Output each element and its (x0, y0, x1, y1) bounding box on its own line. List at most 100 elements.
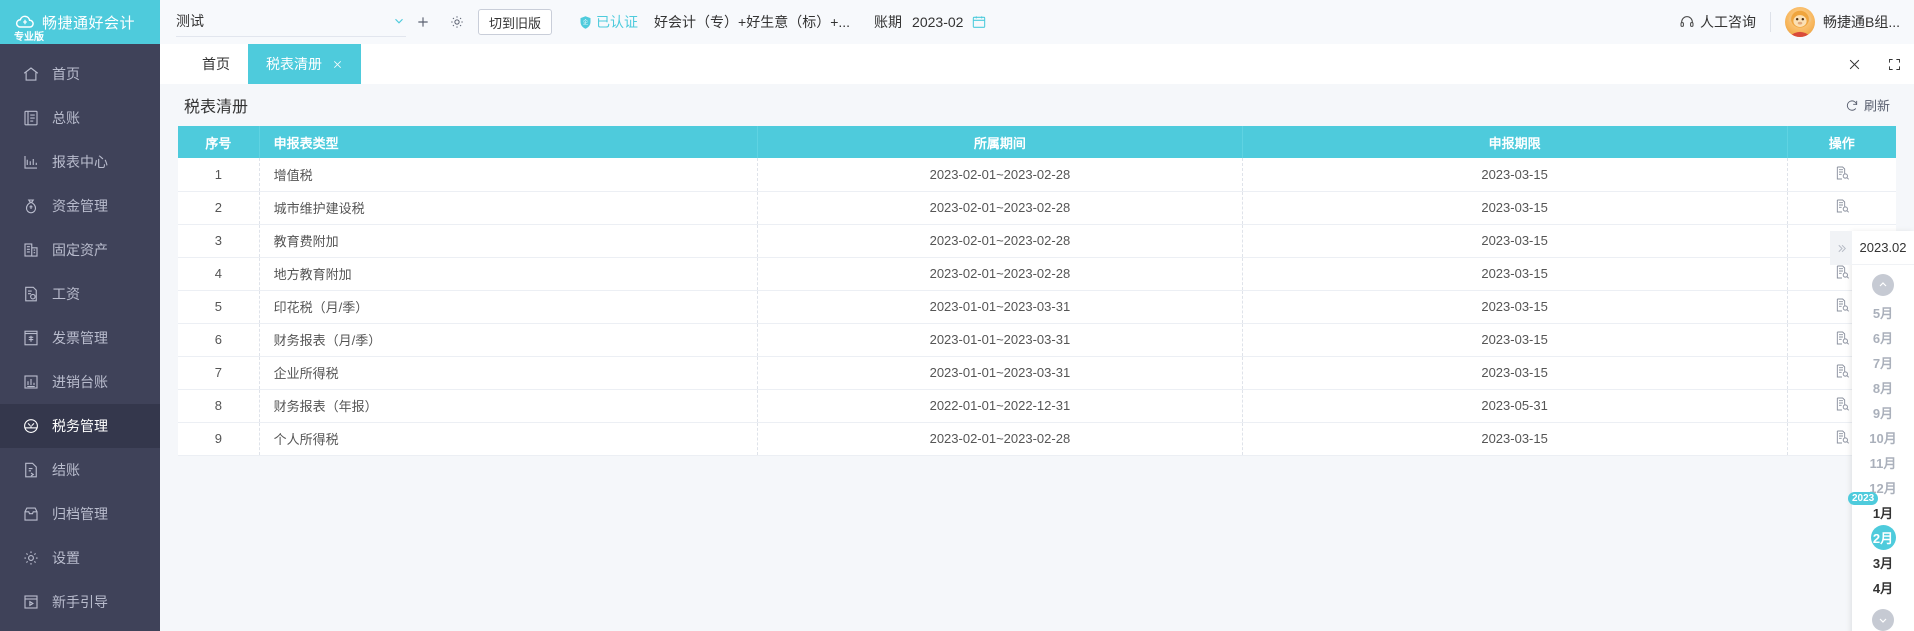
month-item[interactable]: 2月 (1852, 525, 1914, 550)
sidebar-item-closing[interactable]: 结账 (0, 448, 160, 492)
column-header-index: 序号 (178, 126, 260, 158)
gear-icon (22, 549, 40, 567)
chevron-up-icon[interactable] (1872, 274, 1894, 296)
panel-header: 税表清册 刷新 (178, 84, 1896, 126)
close-tab-button[interactable] (1834, 44, 1874, 84)
month-item[interactable]: 12月 (1852, 475, 1914, 500)
column-header-period: 所属期间 (757, 126, 1243, 158)
cell-period: 2023-02-01~2023-02-28 (757, 257, 1243, 291)
chevron-down-icon[interactable] (1872, 609, 1894, 631)
tab-label: 首页 (202, 56, 230, 72)
document-search-icon[interactable] (1834, 198, 1850, 214)
brand-edition: 专业版 (14, 32, 44, 43)
document-search-icon[interactable] (1834, 429, 1850, 445)
column-header-type: 申报表类型 (259, 126, 759, 158)
tab-home[interactable]: 首页 (184, 44, 248, 84)
avatar[interactable] (1784, 7, 1815, 37)
month-label: 9月 (1872, 406, 1894, 421)
sidebar-item-payroll[interactable]: 工资 (0, 272, 160, 316)
settings-gear-icon[interactable] (440, 7, 474, 37)
cell-action (1787, 158, 1896, 192)
chevron-double-right-icon[interactable] (1830, 231, 1852, 265)
sidebar-item-guide[interactable]: 新手引导 (0, 580, 160, 624)
archive-icon (22, 505, 40, 523)
cell-index: 8 (178, 389, 260, 423)
headset-icon (1679, 14, 1695, 30)
sidebar-nav: 首页 总账 报表中心 资金管理 (0, 44, 160, 624)
add-button[interactable] (406, 7, 440, 37)
month-label: 8月 (1872, 381, 1894, 396)
cell-type: 财务报表（月/季） (259, 323, 759, 357)
sidebar-item-label: 新手引导 (52, 594, 108, 610)
cell-due: 2023-03-15 (1242, 257, 1788, 291)
cell-period: 2023-02-01~2023-02-28 (757, 224, 1243, 258)
cell-due: 2023-03-15 (1242, 290, 1788, 324)
sidebar-item-invoice[interactable]: 发票管理 (0, 316, 160, 360)
month-item[interactable]: 9月 (1852, 400, 1914, 425)
close-icon[interactable] (332, 59, 343, 70)
sidebar-item-funds[interactable]: 资金管理 (0, 184, 160, 228)
document-search-icon[interactable] (1834, 363, 1850, 379)
sidebar-item-label: 税务管理 (52, 418, 108, 434)
calendar-icon[interactable] (971, 14, 987, 30)
tax-table: 序号 申报表类型 所属期间 申报期限 操作 1 增值税 2023-02-01~202… (178, 126, 1896, 456)
user-name-label[interactable]: 畅捷通B组... (1822, 14, 1900, 30)
chart-icon (22, 153, 40, 171)
topbar-right-group: 人工咨询 畅捷通B组... (1679, 0, 1900, 44)
stock-book-icon (22, 373, 40, 391)
sidebar-item-tax[interactable]: 税务管理 (0, 404, 160, 448)
invoice-icon (22, 329, 40, 347)
cell-index: 9 (178, 422, 260, 456)
product-list-label[interactable]: 好会计（专）+好生意（标）+... (654, 14, 851, 30)
month-item[interactable]: 8月 (1852, 375, 1914, 400)
human-consult-button[interactable]: 人工咨询 (1679, 12, 1756, 32)
verified-badge[interactable]: 企 已认证 (578, 12, 638, 32)
month-item[interactable]: 2023 1月 (1848, 492, 1914, 525)
sidebar-item-home[interactable]: 首页 (0, 52, 160, 96)
cell-type: 地方教育附加 (259, 257, 759, 291)
verified-label: 已认证 (596, 14, 639, 30)
refresh-button[interactable]: 刷新 (1845, 96, 1890, 115)
sidebar-item-fixed-assets[interactable]: 固定资产 (0, 228, 160, 272)
tax-icon (22, 417, 40, 435)
cell-due: 2023-03-15 (1242, 422, 1788, 456)
cell-period: 2023-01-01~2023-03-31 (757, 356, 1243, 390)
month-label: 10月 (1869, 431, 1897, 446)
period-value[interactable]: 2023-02 (912, 14, 964, 30)
sidebar-item-reports[interactable]: 报表中心 (0, 140, 160, 184)
ledger-icon (22, 109, 40, 127)
sidebar-item-archive[interactable]: 归档管理 (0, 492, 160, 536)
month-item[interactable]: 7月 (1852, 350, 1914, 375)
cell-type: 个人所得税 (259, 422, 759, 456)
cell-index: 1 (178, 158, 260, 192)
table-header: 序号 申报表类型 所属期间 申报期限 操作 (178, 126, 1896, 158)
month-label: 4月 (1872, 581, 1894, 596)
cloud-logo-icon (14, 11, 36, 33)
month-list: 5月 6月 7月 8月 9月 10月 11月 12月 2023 1月 2月 3月 4月 (1848, 300, 1914, 600)
month-item[interactable]: 5月 (1852, 300, 1914, 325)
month-item[interactable]: 4月 (1852, 575, 1914, 600)
cell-period: 2023-01-01~2023-03-31 (757, 323, 1243, 357)
account-set-select[interactable]: 测试 (176, 7, 406, 37)
sidebar-item-settings[interactable]: 设置 (0, 536, 160, 580)
sidebar-item-ledger[interactable]: 总账 (0, 96, 160, 140)
document-search-icon[interactable] (1834, 330, 1850, 346)
month-item[interactable]: 6月 (1852, 325, 1914, 350)
document-search-icon[interactable] (1834, 165, 1850, 181)
page-title: 税表清册 (184, 99, 249, 116)
tab-tax-table-list[interactable]: 税表清册 (248, 44, 361, 84)
sidebar-item-stock-book[interactable]: 进销台账 (0, 360, 160, 404)
month-item[interactable]: 3月 (1852, 550, 1914, 575)
month-item[interactable]: 11月 (1852, 450, 1914, 475)
switch-to-old-version-button[interactable]: 切到旧版 (478, 9, 553, 35)
fullscreen-icon[interactable] (1874, 44, 1914, 84)
document-search-icon[interactable] (1834, 396, 1850, 412)
cell-action (1787, 191, 1896, 225)
sidebar-item-label: 进销台账 (52, 374, 108, 390)
cell-period: 2023-01-01~2023-03-31 (757, 290, 1243, 324)
document-search-icon[interactable] (1834, 297, 1850, 313)
document-search-icon[interactable] (1834, 264, 1850, 280)
month-item[interactable]: 10月 (1852, 425, 1914, 450)
closing-icon (22, 461, 40, 479)
